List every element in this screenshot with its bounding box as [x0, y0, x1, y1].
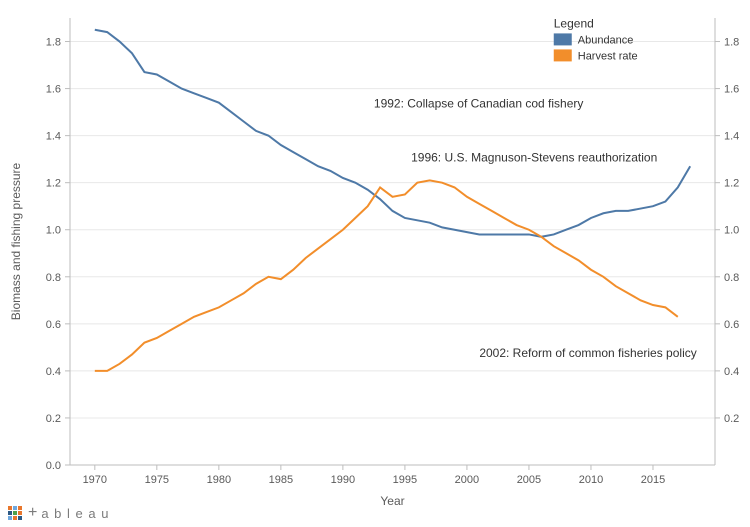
x-tick-label: 2015 [641, 474, 665, 486]
x-tick-label: 2005 [517, 474, 541, 486]
legend-swatch [554, 49, 572, 61]
y-tick-label-right: 0.4 [724, 366, 739, 378]
footer-plus: + [28, 505, 37, 521]
y-tick-label-left: 0.4 [46, 366, 61, 378]
x-axis-label: Year [380, 494, 404, 508]
y-tick-label-right: 0.8 [724, 272, 739, 284]
legend-title: Legend [554, 16, 594, 30]
y-tick-label-right: 1.4 [724, 131, 739, 143]
y-tick-label-left: 0.2 [46, 413, 61, 425]
y-tick-label-right: 1.0 [724, 225, 739, 237]
x-tick-label: 2000 [455, 474, 479, 486]
x-tick-label: 1975 [145, 474, 169, 486]
legend-swatch [554, 33, 572, 45]
y-tick-label-left: 1.0 [46, 225, 61, 237]
annotation: 2002: Reform of common fisheries policy [479, 346, 696, 360]
y-tick-label-right: 1.6 [724, 84, 739, 96]
y-tick-label-right: 0.6 [724, 319, 739, 331]
chart-container: 1970 1975 1980 1985 1990 1995 2000 2005 2010 2015… [0, 0, 750, 527]
legend-label: Harvest rate [578, 50, 638, 62]
x-tick-label: 2010 [579, 474, 603, 486]
y-tick-label-left: 1.6 [46, 84, 61, 96]
legend-label: Abundance [578, 34, 634, 46]
y-tick-label-right: 1.8 [724, 37, 739, 49]
x-tick-label: 1980 [207, 474, 231, 486]
y-tick-label-right: 1.2 [724, 178, 739, 190]
y-tick-label-left: 1.8 [46, 37, 61, 49]
series-harvest-rate [95, 180, 678, 371]
y-tick-label-right: 0.2 [724, 413, 739, 425]
tableau-logo-icon [8, 506, 22, 520]
y-tick-label-left: 0.0 [46, 460, 61, 472]
footer-brand: + a b l e a u [8, 505, 109, 521]
y-axis-label: Biomass and fishing pressure [9, 162, 23, 320]
y-tick-label-left: 0.8 [46, 272, 61, 284]
annotation: 1992: Collapse of Canadian cod fishery [374, 96, 583, 110]
x-tick-label: 1995 [393, 474, 417, 486]
x-tick-label: 1970 [83, 474, 107, 486]
x-tick-label: 1990 [331, 474, 355, 486]
annotation: 1996: U.S. Magnuson-Stevens reauthorizat… [411, 151, 657, 165]
y-tick-label-left: 0.6 [46, 319, 61, 331]
line-chart: 1970 1975 1980 1985 1990 1995 2000 2005 2010 2015… [0, 0, 750, 527]
footer-brand-text: a b l e a u [41, 506, 109, 521]
y-tick-label-left: 1.4 [46, 131, 61, 143]
x-tick-label: 1985 [269, 474, 293, 486]
y-tick-label-left: 1.2 [46, 178, 61, 190]
